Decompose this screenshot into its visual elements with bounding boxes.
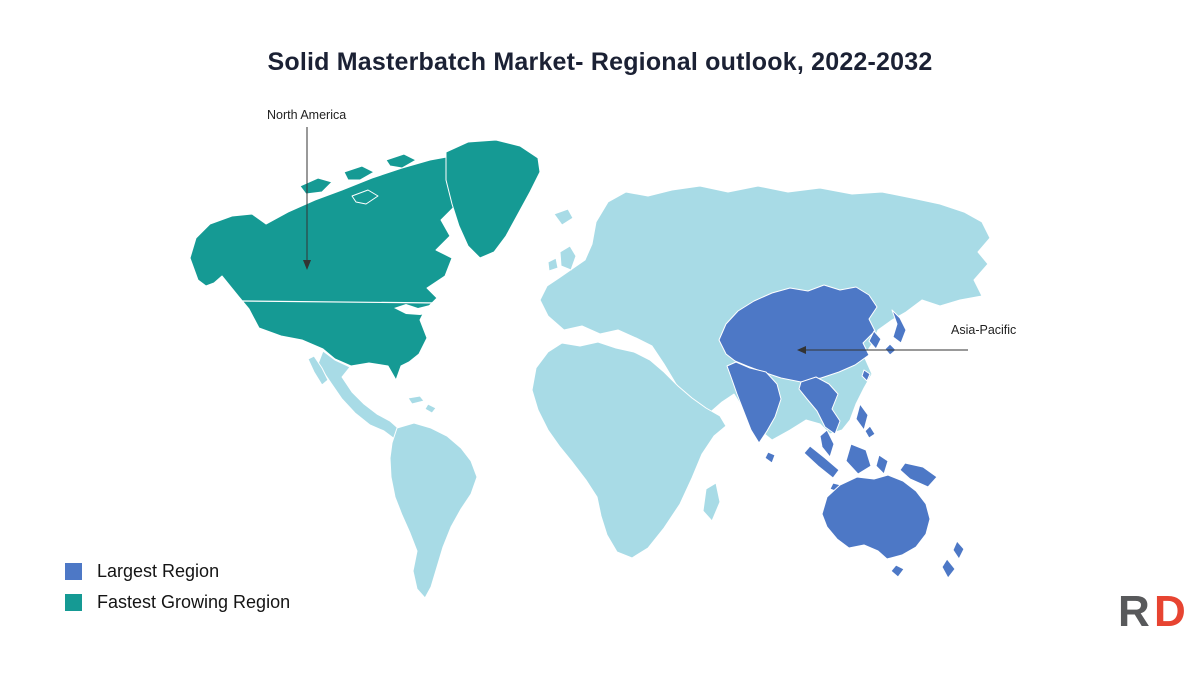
asia-pacific-arrow-icon [797, 346, 806, 354]
china-region [718, 284, 878, 383]
arctic-island [299, 177, 333, 195]
brand-logo: R D [1118, 584, 1192, 637]
iceland [553, 208, 574, 226]
caribbean-island [407, 395, 425, 405]
page-title: Solid Masterbatch Market- Regional outlo… [267, 48, 933, 76]
new-zealand-north [952, 540, 965, 560]
borneo [845, 443, 872, 475]
tasmania [890, 564, 905, 578]
sulawesi [875, 454, 889, 475]
legend-item-largest-region: Largest Region [65, 561, 290, 582]
largest-region-swatch-rect [65, 563, 82, 580]
malay-peninsula [819, 429, 835, 458]
logo-letter-d: D [1154, 587, 1184, 632]
india-region [726, 361, 782, 444]
annotation-lines [303, 127, 968, 354]
korea [868, 330, 882, 350]
arctic-island [343, 165, 375, 181]
fastest-region-swatch-rect [65, 594, 82, 611]
sumatra [803, 445, 840, 479]
united-kingdom [559, 245, 577, 271]
japan [891, 309, 907, 344]
arctic-island [385, 153, 417, 169]
largest-region-swatch-icon [65, 563, 82, 580]
caribbean-island [424, 403, 437, 414]
north-america-arrow-icon [303, 260, 311, 270]
great-lakes [394, 304, 436, 315]
north-america-region [189, 155, 469, 381]
taiwan [861, 369, 871, 382]
annotation-asia-pacific: Asia-Pacific [951, 323, 1017, 337]
legend: Largest Region Fastest Growing Region [65, 561, 290, 613]
legend-item-fastest-growing-region: Fastest Growing Region [65, 592, 290, 613]
new-guinea [899, 462, 938, 488]
brand-logo-icon: R D [1118, 587, 1186, 636]
legend-label-largest: Largest Region [97, 561, 220, 581]
ireland [547, 257, 559, 272]
indochina [798, 376, 841, 435]
new-zealand-south [941, 558, 956, 579]
annotation-north-america: North America [267, 108, 347, 122]
philippines [855, 403, 869, 431]
madagascar [702, 482, 721, 522]
arctic-island [351, 189, 379, 205]
greenland [445, 139, 541, 259]
fastest-region-swatch-icon [65, 594, 82, 611]
us-canada-border [239, 300, 441, 304]
logo-letter-r: R [1118, 587, 1149, 632]
sri-lanka [764, 451, 776, 464]
south-america-region [389, 422, 478, 599]
baja-california [307, 355, 329, 386]
landmasses [189, 139, 991, 599]
australia [821, 474, 931, 560]
legend-label-fastest: Fastest Growing Region [97, 592, 291, 612]
philippines [864, 425, 876, 439]
africa-region [531, 341, 727, 559]
